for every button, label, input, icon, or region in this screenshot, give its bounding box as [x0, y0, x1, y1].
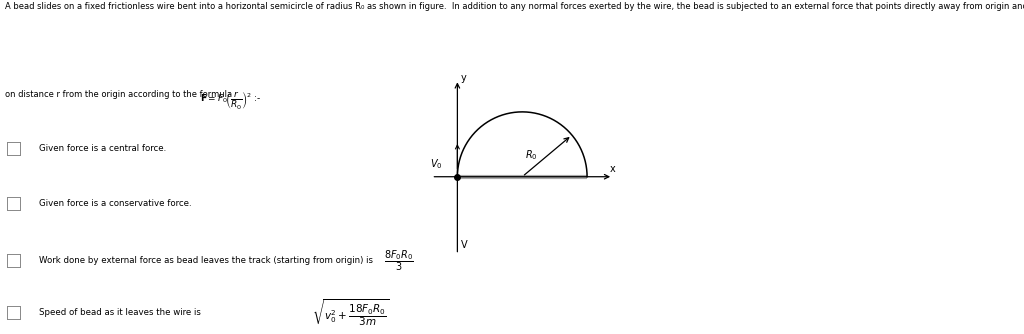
Text: Given force is a central force.: Given force is a central force.: [39, 144, 166, 153]
Text: Speed of bead as it leaves the wire is: Speed of bead as it leaves the wire is: [39, 308, 204, 317]
Text: $\sqrt{v_0^2 + \dfrac{18F_0R_0}{3m}}$: $\sqrt{v_0^2 + \dfrac{18F_0R_0}{3m}}$: [312, 297, 390, 328]
Text: y: y: [461, 73, 466, 83]
Text: $\mathbf{F} = F_0\!\left(\dfrac{r}{R_0}\right)^{\!2}$ :-: $\mathbf{F} = F_0\!\left(\dfrac{r}{R_0}\…: [200, 89, 261, 111]
Text: V: V: [461, 240, 467, 250]
Text: $R_0$: $R_0$: [525, 149, 539, 162]
Text: Work done by external force as bead leaves the track (starting from origin) is: Work done by external force as bead leav…: [39, 256, 376, 265]
Text: $\dfrac{8F_0R_0}{3}$: $\dfrac{8F_0R_0}{3}$: [384, 248, 414, 273]
Text: x: x: [609, 164, 615, 174]
Text: A bead slides on a fixed frictionless wire bent into a horizontal semicircle of : A bead slides on a fixed frictionless wi…: [5, 2, 1024, 11]
Text: Given force is a conservative force.: Given force is a conservative force.: [39, 199, 191, 208]
Text: on distance r from the origin according to the formula: on distance r from the origin according …: [5, 90, 232, 99]
Text: $V_0$: $V_0$: [430, 157, 442, 171]
